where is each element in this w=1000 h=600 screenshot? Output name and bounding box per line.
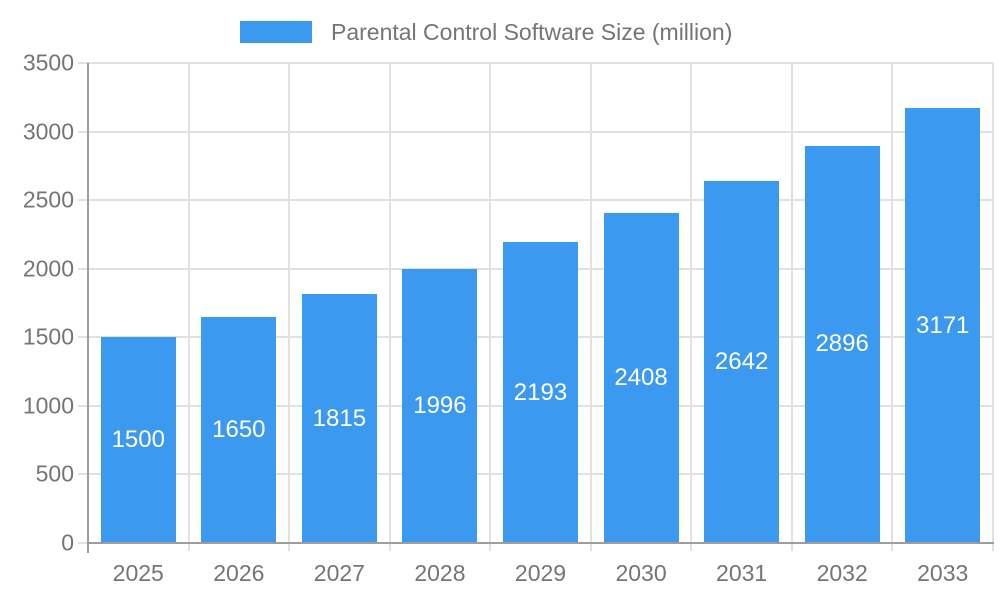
- v-gridline: [288, 63, 291, 543]
- legend: Parental Control Software Size (million): [240, 18, 733, 45]
- x-axis-tick: [992, 543, 994, 551]
- x-axis-tick-label: 2029: [514, 560, 567, 586]
- h-gridline: [88, 199, 993, 202]
- bar-value-label: 1996: [413, 392, 467, 420]
- bar: 1996: [402, 269, 478, 543]
- x-axis-tick: [388, 543, 391, 551]
- v-gridline: [187, 63, 190, 543]
- h-gridline: [88, 130, 993, 133]
- y-axis-tick-label: 2000: [22, 255, 74, 282]
- v-gridline: [489, 63, 492, 543]
- x-axis-tick-label: 2031: [716, 560, 768, 586]
- y-axis-tick-label: 3500: [22, 49, 74, 76]
- x-axis-tick-label: 2033: [917, 560, 969, 586]
- y-axis-tick: [78, 199, 88, 202]
- y-axis-tick: [78, 130, 88, 133]
- y-axis-tick-label: 0: [61, 529, 74, 556]
- x-axis-tick: [187, 543, 190, 551]
- y-axis-tick-label: 3000: [22, 118, 74, 145]
- bar-value-label: 1815: [312, 404, 367, 432]
- bar-value-label: 2642: [714, 347, 769, 375]
- v-gridline: [690, 63, 693, 543]
- x-axis-tick-label: 2028: [414, 560, 466, 586]
- bar: 2408: [603, 212, 679, 543]
- x-axis-tick: [288, 543, 291, 551]
- y-axis-tick-label: 1500: [22, 323, 74, 350]
- y-axis-tick: [78, 404, 88, 407]
- legend-label: Parental Control Software Size (million): [331, 18, 733, 45]
- y-axis-line: [87, 63, 89, 553]
- y-axis-tick-label: 1000: [22, 392, 74, 419]
- v-gridline: [992, 63, 994, 543]
- bar: 1815: [301, 294, 377, 543]
- bar-value-label: 2193: [513, 378, 568, 406]
- x-axis-tick-label: 2025: [112, 560, 164, 586]
- x-axis-tick: [690, 543, 693, 551]
- x-axis-tick-label: 2026: [213, 560, 265, 586]
- y-axis-tick-label: 2500: [22, 186, 74, 213]
- y-axis-tick: [78, 473, 88, 476]
- bar: 1650: [201, 316, 277, 543]
- v-gridline: [891, 63, 894, 543]
- x-axis-tick-label: 2032: [816, 560, 868, 586]
- bar: 2896: [804, 145, 880, 543]
- h-gridline: [88, 62, 993, 64]
- bar: 3171: [905, 108, 981, 543]
- bar: 2642: [704, 180, 780, 543]
- bar-value-label: 2896: [815, 330, 869, 358]
- x-axis-line: [87, 542, 994, 544]
- y-axis-tick-label: 500: [35, 460, 74, 487]
- bar-value-label: 1650: [212, 415, 266, 443]
- y-axis-tick: [78, 336, 88, 339]
- x-axis-tick-label: 2027: [313, 560, 365, 586]
- v-gridline: [790, 63, 793, 543]
- x-axis-tick: [589, 543, 592, 551]
- x-axis-tick: [489, 543, 492, 551]
- y-axis-tick: [78, 542, 88, 544]
- legend-swatch: [240, 21, 312, 43]
- bar: 2193: [503, 242, 578, 543]
- bar-value-label: 1500: [111, 426, 165, 454]
- v-gridline: [388, 63, 391, 543]
- x-axis-tick: [891, 543, 894, 551]
- x-axis-tick-label: 2030: [615, 560, 667, 586]
- bar-value-label: 3171: [916, 311, 970, 339]
- bar: 1500: [100, 337, 176, 543]
- bar-value-label: 2408: [614, 363, 668, 391]
- y-axis-tick: [78, 62, 88, 64]
- v-gridline: [589, 63, 592, 543]
- x-axis-tick: [790, 543, 793, 551]
- y-axis-tick: [78, 267, 88, 270]
